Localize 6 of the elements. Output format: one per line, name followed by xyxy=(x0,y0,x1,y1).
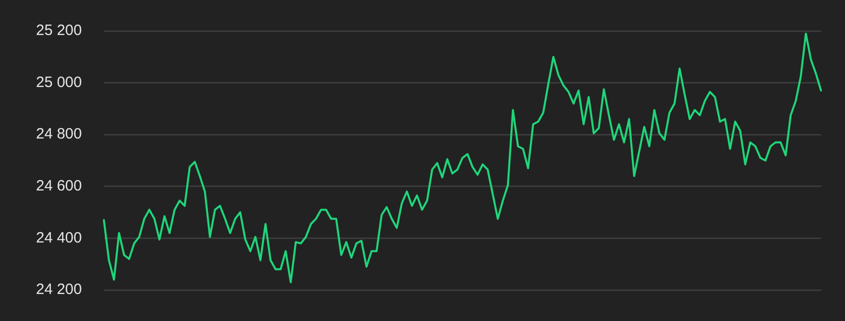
y-tick-label: 24 800 xyxy=(36,126,82,143)
y-tick-label: 24 400 xyxy=(36,229,82,246)
y-tick-label: 25 200 xyxy=(36,22,82,40)
y-tick-label: 24 600 xyxy=(36,178,82,195)
y-tick-label: 25 000 xyxy=(36,74,82,91)
y-tick-label: 24 200 xyxy=(36,281,82,298)
